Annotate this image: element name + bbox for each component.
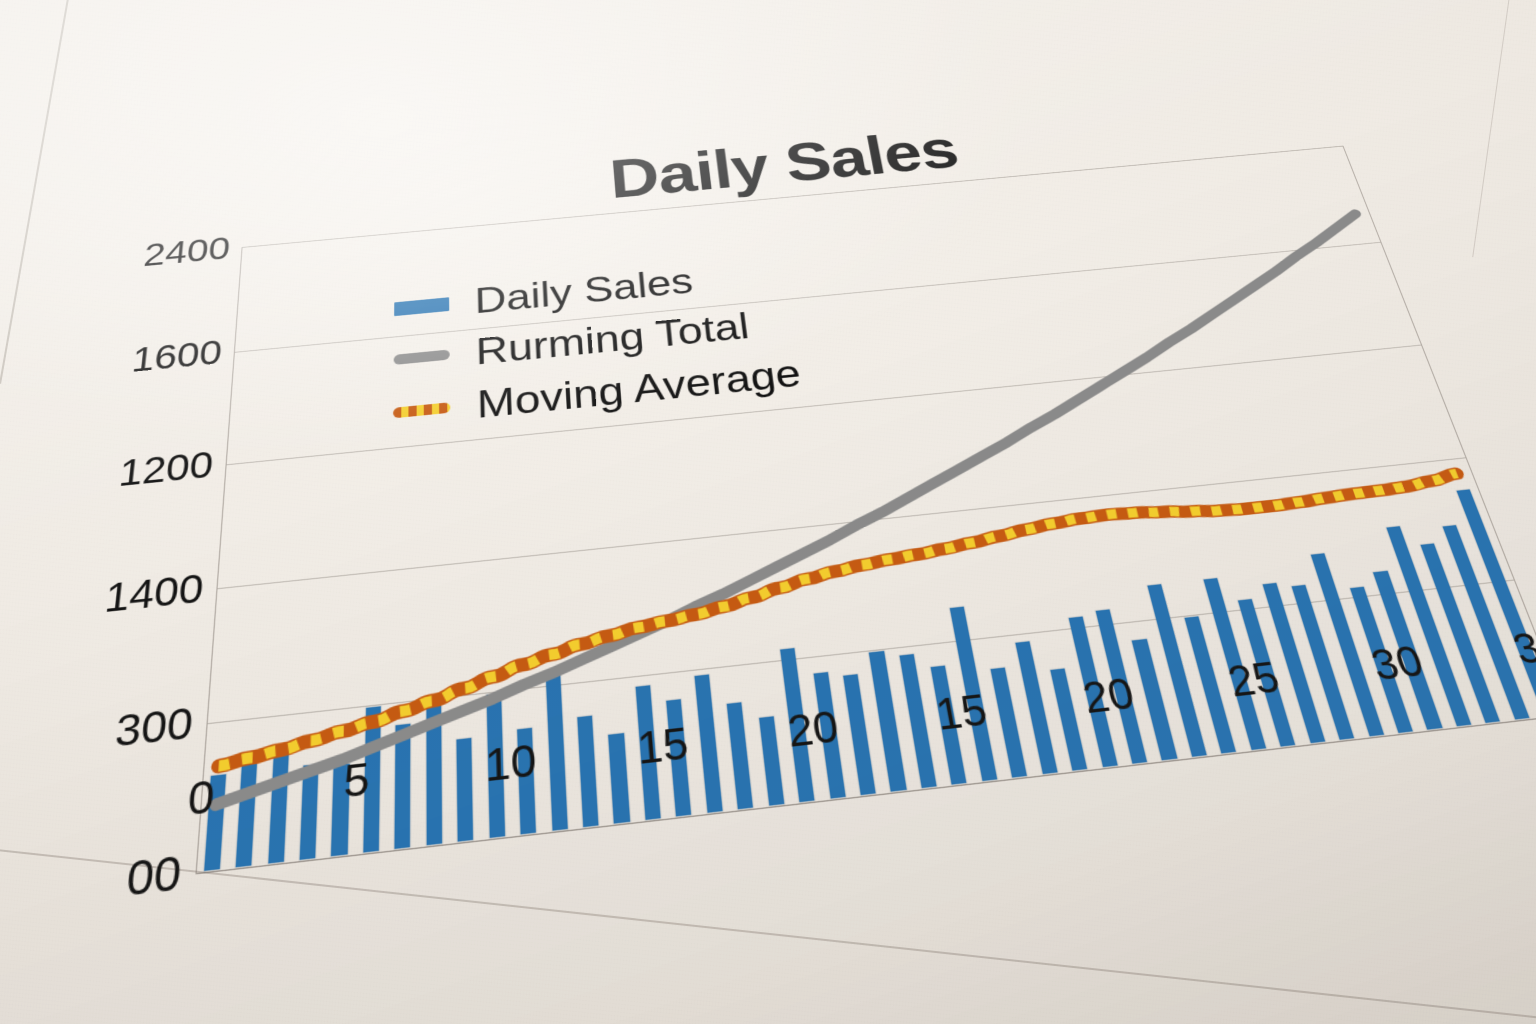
gray-line-swatch-icon (393, 349, 450, 365)
x-tick-label: 15 (932, 686, 992, 740)
chart-plane: Daily Sales 2400 1600 1200 1400 300 00 (0, 69, 1536, 1024)
x-tick-label: 20 (784, 702, 842, 757)
x-tick-label: 10 (484, 736, 538, 792)
y-tick-label: 00 (124, 846, 184, 907)
line-series-overlay (196, 146, 1536, 872)
dashed-orange-line-swatch-icon (393, 402, 451, 419)
y-tick-label: 1200 (116, 444, 215, 495)
y-tick-label: 1400 (102, 566, 206, 621)
x-tick-label: 15 (635, 719, 691, 775)
x-tick-label: 0 (185, 771, 216, 826)
y-tick-label: 1600 (129, 333, 224, 379)
x-tick-label: 5 (343, 754, 371, 808)
y-tick-label: 300 (112, 699, 195, 757)
y-tick-label: 2400 (141, 231, 232, 273)
bar-swatch-icon (394, 296, 450, 316)
